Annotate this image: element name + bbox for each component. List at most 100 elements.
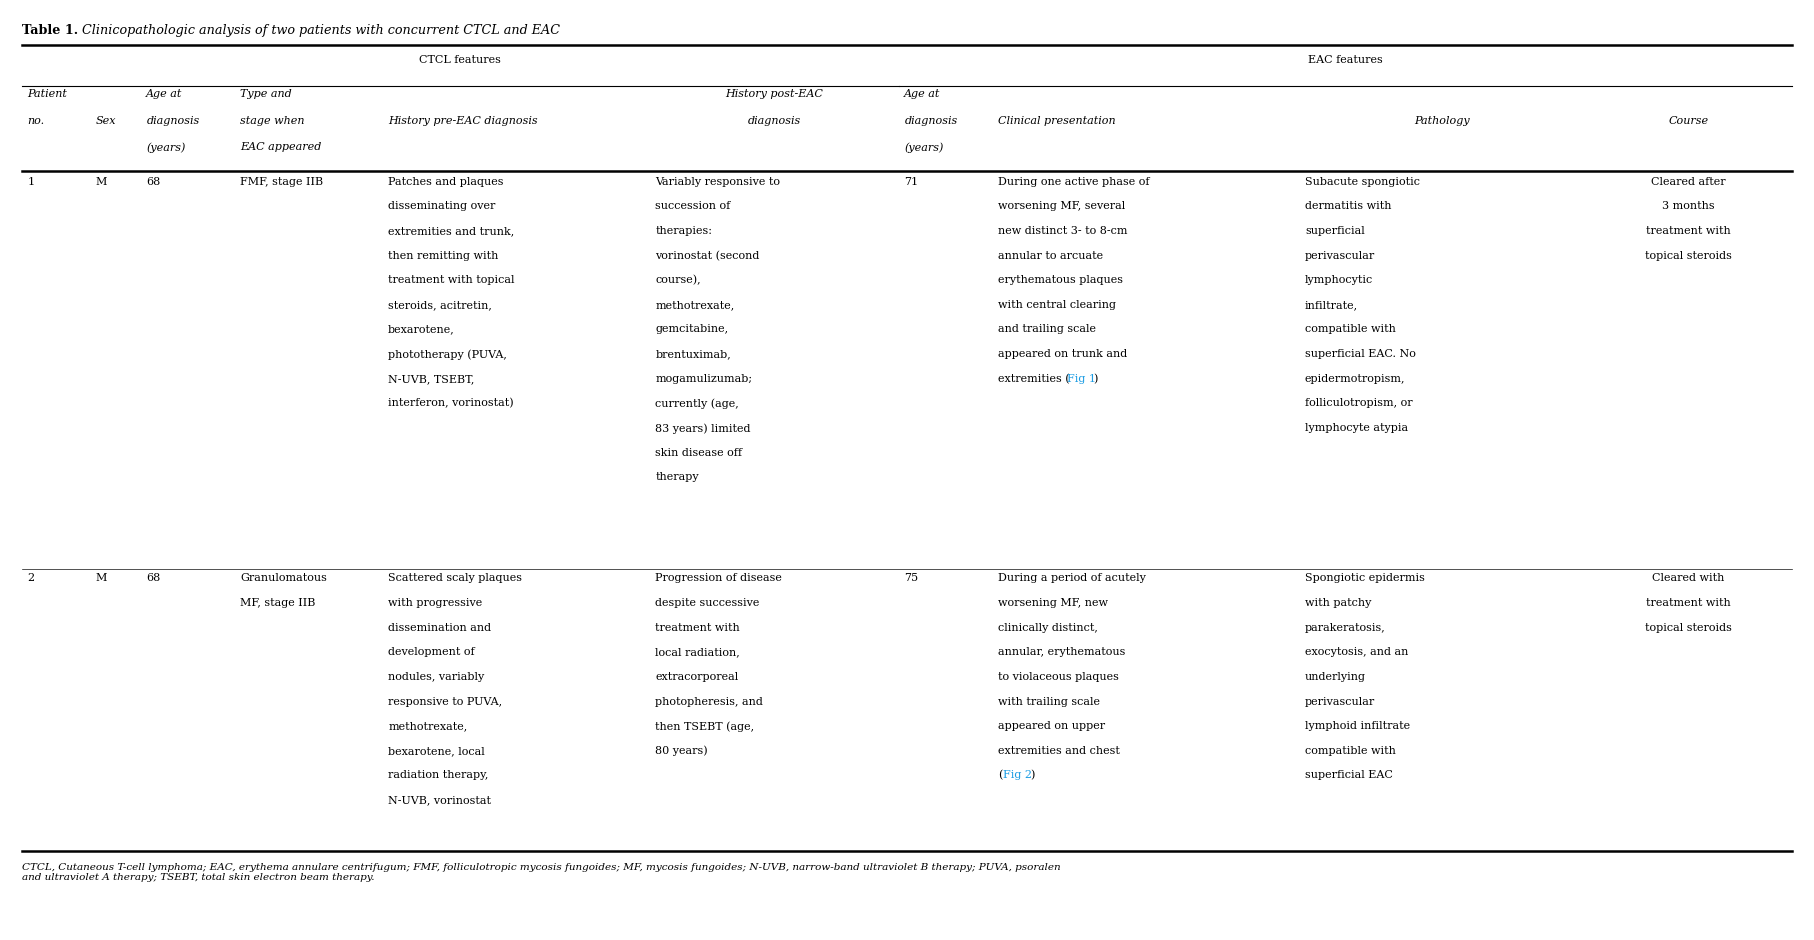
- Text: 83 years) limited: 83 years) limited: [655, 423, 751, 433]
- Text: ): ): [1030, 771, 1034, 781]
- Text: ): ): [1094, 374, 1097, 384]
- Text: CTCL features: CTCL features: [419, 55, 501, 65]
- Text: clinically distinct,: clinically distinct,: [998, 622, 1097, 633]
- Text: (: (: [998, 771, 1003, 781]
- Text: Variably responsive to: Variably responsive to: [655, 177, 780, 187]
- Text: with patchy: with patchy: [1304, 598, 1371, 608]
- Text: new distinct 3- to 8-cm: new distinct 3- to 8-cm: [998, 226, 1128, 236]
- Text: (years): (years): [147, 142, 185, 152]
- Text: Cleared after: Cleared after: [1651, 177, 1725, 187]
- Text: perivascular: perivascular: [1304, 251, 1375, 260]
- Text: with trailing scale: with trailing scale: [998, 697, 1099, 707]
- Text: Fig 1: Fig 1: [1067, 374, 1096, 384]
- Text: topical steroids: topical steroids: [1645, 251, 1732, 260]
- Text: Progression of disease: Progression of disease: [655, 573, 782, 584]
- Text: lymphoid infiltrate: lymphoid infiltrate: [1304, 721, 1409, 731]
- Text: Spongiotic epidermis: Spongiotic epidermis: [1304, 573, 1424, 584]
- Text: radiation therapy,: radiation therapy,: [388, 771, 488, 780]
- Text: Granulomatous: Granulomatous: [239, 573, 327, 584]
- Text: then remitting with: then remitting with: [388, 251, 499, 260]
- Text: extracorporeal: extracorporeal: [655, 672, 738, 682]
- Text: CTCL, Cutaneous T-cell lymphoma; EAC, erythema annulare centrifugum; FMF, follic: CTCL, Cutaneous T-cell lymphoma; EAC, er…: [22, 863, 1061, 883]
- Text: skin disease off: skin disease off: [655, 447, 742, 458]
- Text: appeared on trunk and: appeared on trunk and: [998, 349, 1128, 359]
- Text: Cleared with: Cleared with: [1653, 573, 1725, 584]
- Text: currently (age,: currently (age,: [655, 399, 738, 409]
- Text: Fig 2: Fig 2: [1003, 771, 1032, 780]
- Text: steroids, acitretin,: steroids, acitretin,: [388, 300, 492, 310]
- Text: 68: 68: [147, 177, 161, 187]
- Text: annular to arcuate: annular to arcuate: [998, 251, 1103, 260]
- Text: mogamulizumab;: mogamulizumab;: [655, 374, 753, 384]
- Text: stage when: stage when: [239, 116, 305, 126]
- Text: Scattered scaly plaques: Scattered scaly plaques: [388, 573, 522, 584]
- Text: therapy: therapy: [655, 472, 698, 482]
- Text: worsening MF, several: worsening MF, several: [998, 201, 1125, 212]
- Text: treatment with: treatment with: [1645, 598, 1731, 608]
- Text: M: M: [96, 177, 107, 187]
- Text: EAC appeared: EAC appeared: [239, 142, 321, 152]
- Text: extremities and trunk,: extremities and trunk,: [388, 226, 515, 236]
- Text: During a period of acutely: During a period of acutely: [998, 573, 1146, 584]
- Text: EAC features: EAC features: [1308, 55, 1382, 65]
- Text: topical steroids: topical steroids: [1645, 622, 1732, 633]
- Text: 75: 75: [905, 573, 918, 584]
- Text: diagnosis: diagnosis: [147, 116, 200, 126]
- Text: Type and: Type and: [239, 89, 292, 100]
- Text: infiltrate,: infiltrate,: [1304, 300, 1359, 310]
- Text: local radiation,: local radiation,: [655, 648, 740, 657]
- Text: lymphocyte atypia: lymphocyte atypia: [1304, 423, 1408, 433]
- Text: compatible with: compatible with: [1304, 745, 1395, 756]
- Text: 2: 2: [27, 573, 34, 584]
- Text: dissemination and: dissemination and: [388, 622, 492, 633]
- Text: with central clearing: with central clearing: [998, 300, 1116, 310]
- Text: Clinicopathologic analysis of two patients with concurrent CTCL and EAC: Clinicopathologic analysis of two patien…: [78, 24, 561, 38]
- Text: Pathology: Pathology: [1415, 116, 1469, 126]
- Text: annular, erythematous: annular, erythematous: [998, 648, 1125, 657]
- Text: Patient: Patient: [27, 89, 67, 100]
- Text: extremities (: extremities (: [998, 374, 1070, 384]
- Text: methotrexate,: methotrexate,: [655, 300, 735, 310]
- Text: FMF, stage IIB: FMF, stage IIB: [239, 177, 323, 187]
- Text: despite successive: despite successive: [655, 598, 760, 608]
- Text: treatment with: treatment with: [655, 622, 740, 633]
- Text: underlying: underlying: [1304, 672, 1366, 682]
- Text: MF, stage IIB: MF, stage IIB: [239, 598, 316, 608]
- Text: 71: 71: [905, 177, 918, 187]
- Text: with progressive: with progressive: [388, 598, 483, 608]
- Text: diagnosis: diagnosis: [747, 116, 802, 126]
- Text: exocytosis, and an: exocytosis, and an: [1304, 648, 1408, 657]
- Text: Course: Course: [1669, 116, 1709, 126]
- Text: development of: development of: [388, 648, 475, 657]
- Text: M: M: [96, 573, 107, 584]
- Text: disseminating over: disseminating over: [388, 201, 495, 212]
- Text: N-UVB, vorinostat: N-UVB, vorinostat: [388, 795, 492, 805]
- Text: appeared on upper: appeared on upper: [998, 721, 1105, 731]
- Text: 1: 1: [27, 177, 34, 187]
- Text: treatment with topical: treatment with topical: [388, 275, 515, 285]
- Text: dermatitis with: dermatitis with: [1304, 201, 1391, 212]
- Text: (years): (years): [905, 142, 943, 152]
- Text: 68: 68: [147, 573, 161, 584]
- Text: 3 months: 3 months: [1662, 201, 1714, 212]
- Text: worsening MF, new: worsening MF, new: [998, 598, 1108, 608]
- Text: bexarotene, local: bexarotene, local: [388, 745, 484, 756]
- Text: superficial EAC: superficial EAC: [1304, 771, 1393, 780]
- Text: Age at: Age at: [147, 89, 183, 100]
- Text: gemcitabine,: gemcitabine,: [655, 324, 729, 335]
- Text: brentuximab,: brentuximab,: [655, 349, 731, 359]
- Text: then TSEBT (age,: then TSEBT (age,: [655, 721, 755, 731]
- Text: therapies:: therapies:: [655, 226, 713, 236]
- Text: treatment with: treatment with: [1645, 226, 1731, 236]
- Text: Age at: Age at: [905, 89, 941, 100]
- Text: Patches and plaques: Patches and plaques: [388, 177, 504, 187]
- Text: photopheresis, and: photopheresis, and: [655, 697, 764, 707]
- Text: History pre-EAC diagnosis: History pre-EAC diagnosis: [388, 116, 537, 126]
- Text: superficial EAC. No: superficial EAC. No: [1304, 349, 1417, 359]
- Text: extremities and chest: extremities and chest: [998, 745, 1119, 756]
- Text: lymphocytic: lymphocytic: [1304, 275, 1373, 285]
- Text: vorinostat (second: vorinostat (second: [655, 251, 760, 261]
- Text: parakeratosis,: parakeratosis,: [1304, 622, 1386, 633]
- Text: no.: no.: [27, 116, 44, 126]
- Text: compatible with: compatible with: [1304, 324, 1395, 335]
